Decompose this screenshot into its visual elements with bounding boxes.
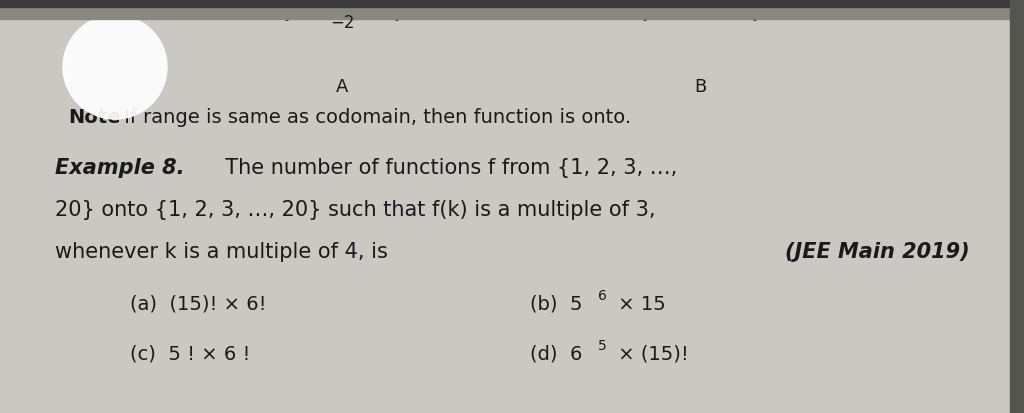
Text: (d)  6: (d) 6 (530, 344, 583, 363)
Text: A: A (336, 78, 348, 96)
Text: If range is same as codomain, then function is onto.: If range is same as codomain, then funct… (118, 108, 631, 127)
Text: × 15: × 15 (612, 294, 666, 313)
Bar (1010, 0, 1024, 413)
Text: The number of functions f from {1, 2, 3, …,: The number of functions f from {1, 2, 3,… (212, 158, 677, 178)
Text: (JEE Main 2019): (JEE Main 2019) (785, 242, 970, 261)
Text: × (15)!: × (15)! (612, 344, 689, 363)
Text: 20} onto {1, 2, 3, …, 20} such that f(k) is a multiple of 3,: 20} onto {1, 2, 3, …, 20} such that f(k)… (55, 199, 655, 219)
Text: (a)  (15)! × 6!: (a) (15)! × 6! (130, 294, 266, 313)
Text: Example 8.: Example 8. (55, 158, 184, 178)
Text: whenever k is a multiple of 4, is: whenever k is a multiple of 4, is (55, 242, 388, 261)
Text: 6: 6 (598, 288, 607, 302)
Text: (b)  5: (b) 5 (530, 294, 583, 313)
Bar (0, 0, 1024, 8)
Text: Note: Note (68, 108, 121, 127)
Text: 5: 5 (598, 338, 607, 352)
Text: −2: −2 (330, 14, 354, 32)
Circle shape (63, 16, 167, 120)
Text: B: B (694, 78, 707, 96)
Bar (0, 8, 1024, 20)
Text: (c)  5 ! × 6 !: (c) 5 ! × 6 ! (130, 344, 251, 363)
